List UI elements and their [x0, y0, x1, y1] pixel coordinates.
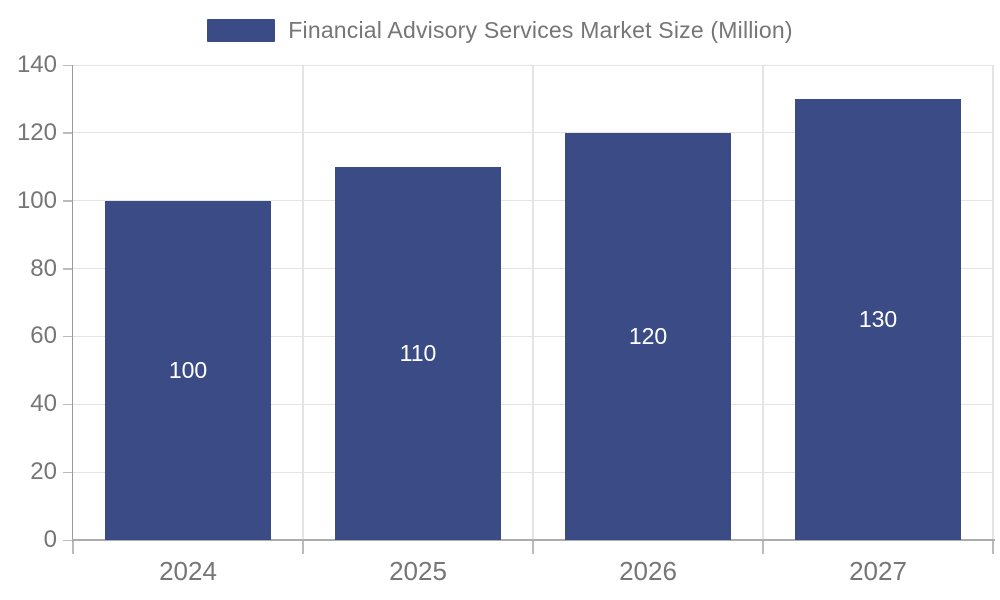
- bar-2024[interactable]: 100: [105, 200, 271, 540]
- gridline-vertical: [532, 65, 534, 540]
- legend-label: Financial Advisory Services Market Size …: [288, 17, 793, 43]
- gridline-vertical: [992, 65, 994, 540]
- bar-2025[interactable]: 110: [335, 166, 501, 540]
- x-axis-tick: [72, 540, 74, 554]
- x-axis-tick-label: 2025: [389, 556, 447, 586]
- y-axis-line: [71, 65, 73, 542]
- y-axis-tick: [63, 539, 73, 541]
- legend-swatch-icon: [207, 19, 276, 42]
- y-axis-tick: [63, 132, 73, 134]
- bar-value-label: 110: [399, 339, 437, 366]
- y-axis-tick: [63, 471, 73, 474]
- gridline-vertical: [302, 65, 304, 540]
- y-axis-tick: [63, 335, 73, 338]
- y-axis-tick: [63, 403, 73, 406]
- bar-value-label: 130: [858, 305, 898, 332]
- bar-value-label: 100: [168, 356, 208, 383]
- x-axis-tick-label: 2024: [159, 556, 217, 586]
- gridline-vertical: [762, 65, 764, 540]
- bar-value-label: 120: [628, 322, 668, 349]
- bar-2026[interactable]: 120: [565, 132, 731, 540]
- x-axis-tick: [302, 540, 304, 554]
- x-axis-tick-label: 2027: [849, 556, 907, 586]
- y-axis-tick-label: 40: [30, 390, 57, 418]
- y-axis-tick-label: 140: [16, 51, 57, 78]
- chart-legend[interactable]: Financial Advisory Services Market Size …: [0, 17, 1000, 44]
- y-axis-tick: [63, 200, 73, 202]
- x-axis-line: [71, 539, 995, 541]
- x-axis-tick: [992, 540, 994, 554]
- y-axis-tick-label: 80: [30, 254, 57, 282]
- y-axis-tick-label: 20: [30, 458, 57, 486]
- y-axis-tick-label: 0: [43, 526, 57, 553]
- bar-2027[interactable]: 130: [795, 98, 961, 540]
- y-axis-tick-label: 100: [16, 186, 57, 214]
- y-axis-tick-label: 120: [16, 118, 57, 146]
- x-axis-tick: [532, 540, 534, 554]
- y-axis-tick: [63, 64, 73, 66]
- y-axis-tick: [63, 268, 73, 270]
- y-axis-tick-label: 60: [30, 322, 57, 350]
- x-axis-tick-label: 2026: [619, 556, 677, 586]
- x-axis-tick: [762, 540, 764, 554]
